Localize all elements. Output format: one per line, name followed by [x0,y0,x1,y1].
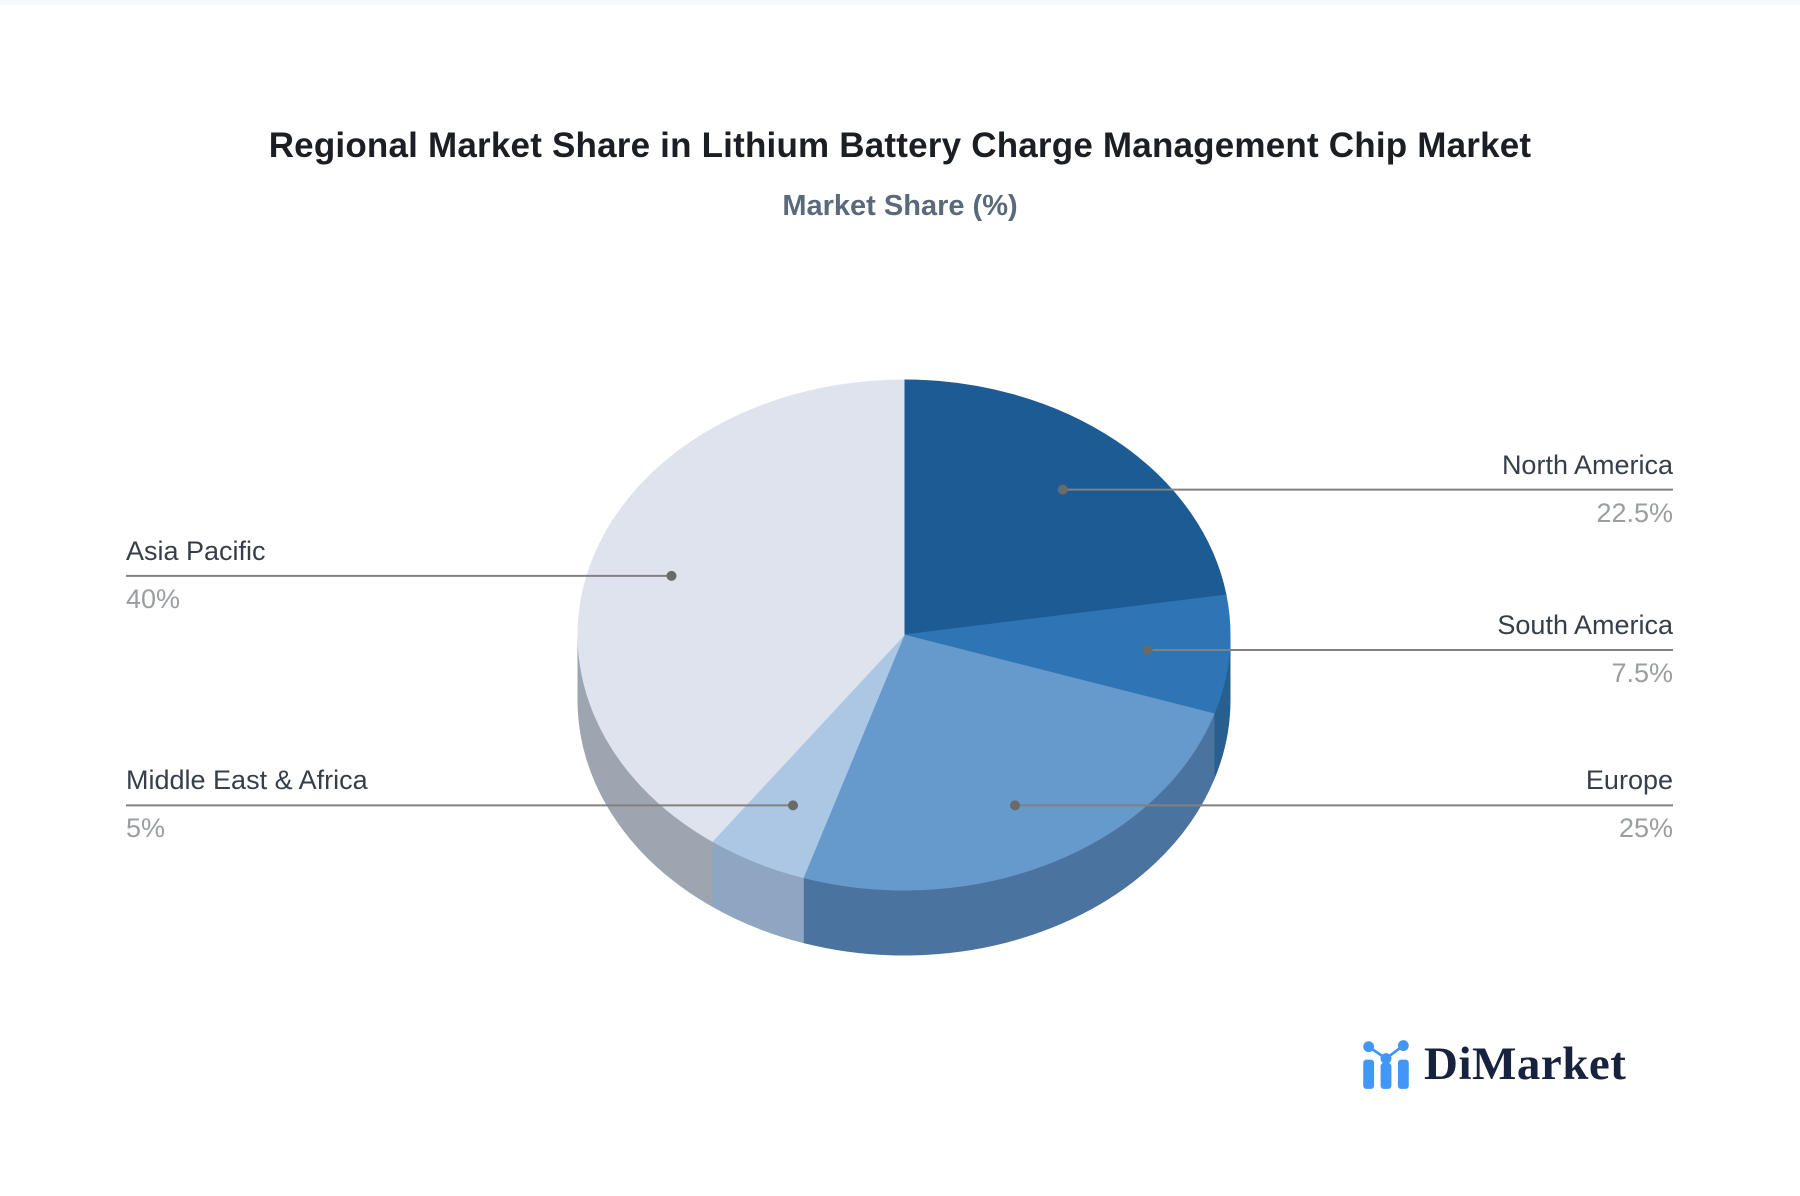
leader-dot-north-america [1057,484,1068,495]
chart-title: Regional Market Share in Lithium Battery… [268,126,1532,165]
leader-dot-asia-pacific [666,570,677,581]
leader-dot-south-america [1142,645,1153,655]
pie-slice-north-america[interactable] [903,379,1227,636]
top-strip [0,0,1800,5]
leader-dot-europe [1010,800,1020,811]
pie-slice-europe[interactable] [802,634,1215,891]
bar-line-chart-icon [1363,1040,1409,1089]
chart-subtitle: Market Share (%) [782,190,1018,222]
pie-slice-asia-pacific[interactable] [577,379,905,842]
leader-dot-middle-east-africa [788,800,798,811]
brand-logo-text: DiMarket [1424,1038,1627,1090]
brand-logo: DiMarket [1360,1038,1626,1090]
pie-slice-south-america[interactable] [903,594,1231,715]
